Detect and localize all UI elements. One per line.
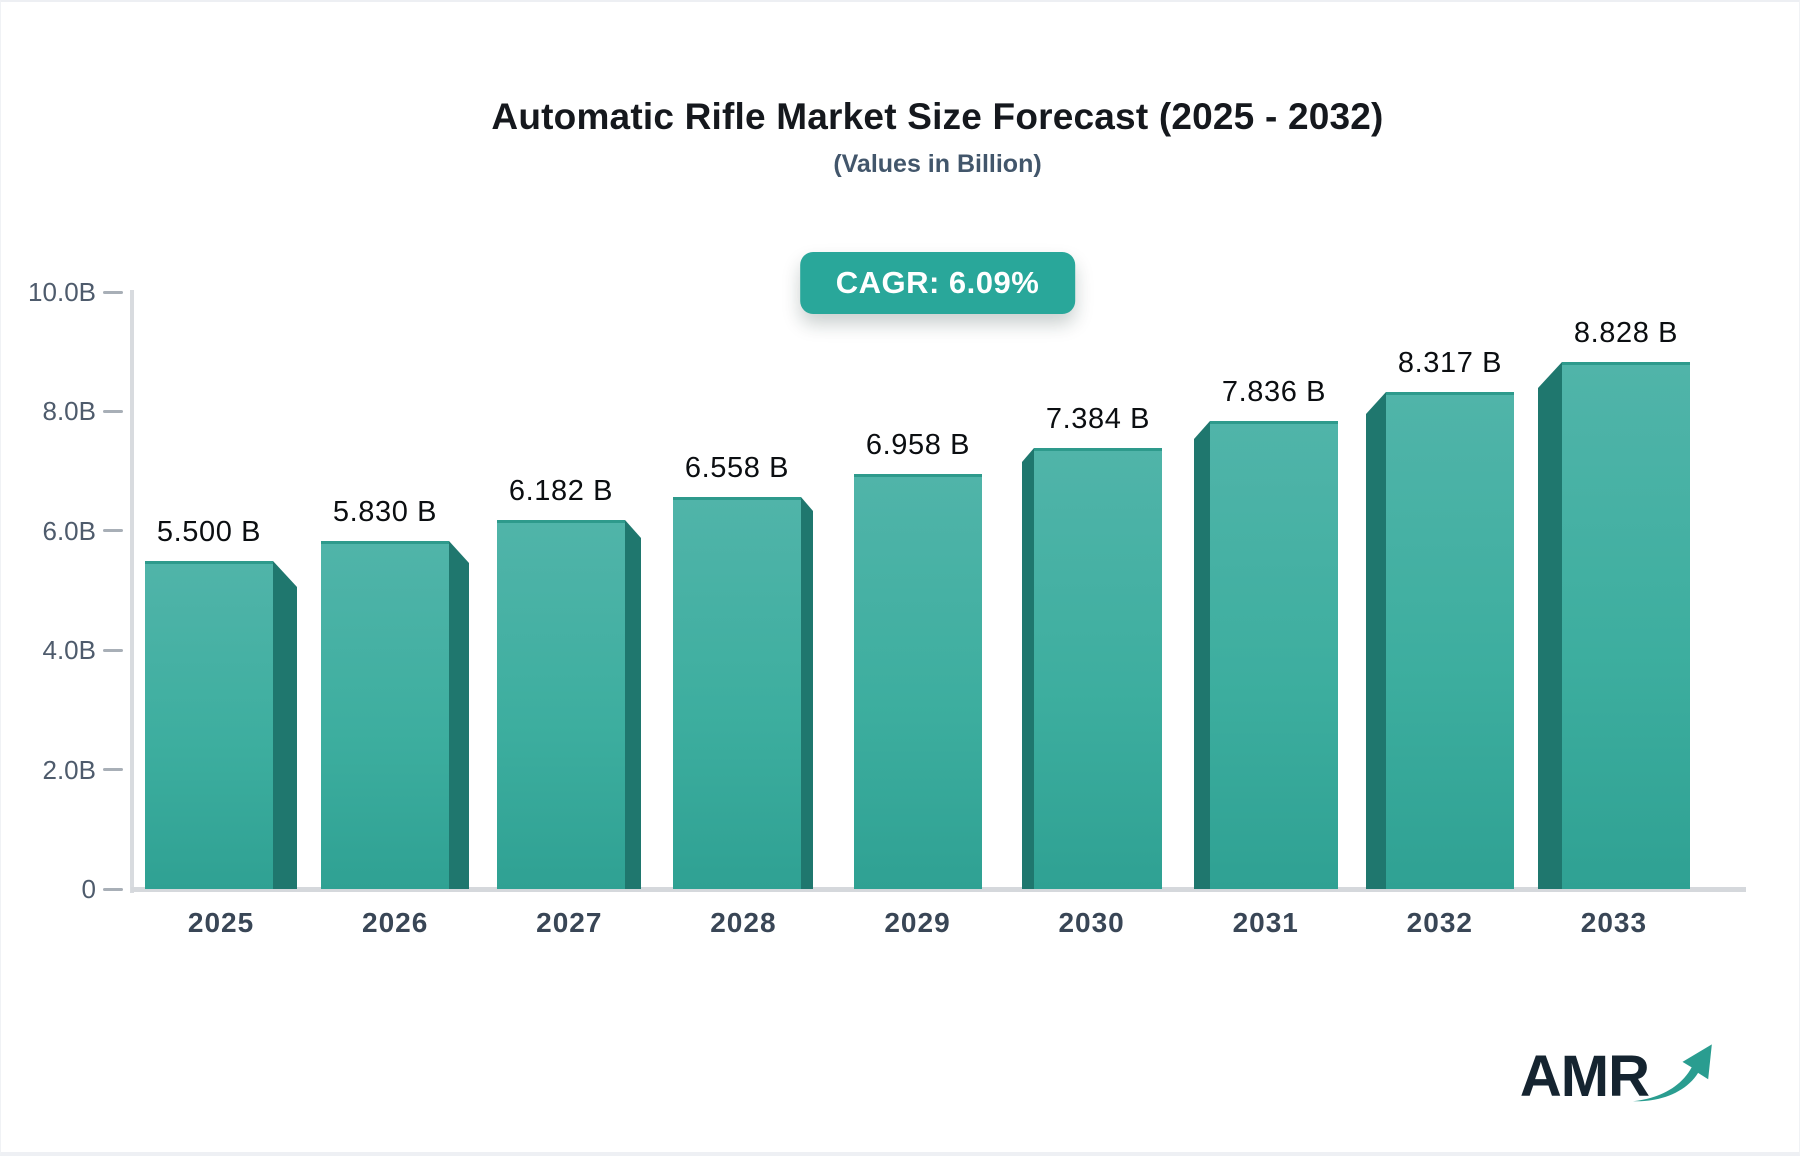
bar-value-label: 5.830 B bbox=[332, 496, 438, 528]
y-tick-label: 6.0B bbox=[42, 515, 97, 546]
bar-value-label: 6.558 B bbox=[684, 452, 790, 484]
logo-text: AMR bbox=[1519, 1044, 1650, 1109]
x-axis-label-2026: 2026 bbox=[362, 907, 429, 938]
bar-side-face bbox=[1194, 421, 1210, 889]
x-axis-label-2025: 2025 bbox=[187, 907, 255, 938]
chart-title: Automatic Rifle Market Size Forecast (20… bbox=[491, 96, 1384, 137]
bar-side-face bbox=[273, 561, 297, 889]
bar-face[interactable] bbox=[1386, 392, 1514, 889]
bar-value-label: 8.317 B bbox=[1397, 347, 1503, 379]
bar-side-face bbox=[449, 541, 469, 889]
x-axis: 2025 2026 2027 2028 2029 2030 2031 2032 2033 bbox=[134, 907, 1701, 947]
bar-face[interactable] bbox=[321, 541, 449, 889]
bar-value-label: 5.500 B bbox=[156, 516, 262, 548]
chart-subtitle: (Values in Billion) bbox=[833, 150, 1042, 178]
bar-face[interactable] bbox=[497, 520, 625, 889]
y-tick-mark bbox=[103, 290, 123, 294]
bar-2028[interactable]: 6.558 B bbox=[673, 452, 813, 889]
bar-value-label: 7.384 B bbox=[1045, 403, 1151, 435]
bar-face[interactable] bbox=[145, 561, 273, 889]
y-tick-mark bbox=[103, 648, 123, 652]
bar-value-label: 6.182 B bbox=[508, 475, 614, 507]
x-axis-label-2027: 2027 bbox=[536, 907, 603, 938]
plot-area: 0 2.0B 4.0B 6.0B 8.0B 10.0B 5.500 B 5.830 B 6.1… bbox=[28, 277, 1701, 904]
bar-face[interactable] bbox=[1034, 448, 1162, 889]
bar-2029[interactable]: 6.958 B bbox=[854, 429, 982, 889]
bar-face[interactable] bbox=[1562, 362, 1690, 889]
bar-2027[interactable]: 6.182 B bbox=[497, 475, 641, 889]
y-tick-label: 2.0B bbox=[42, 754, 97, 785]
bar-value-label: 7.836 B bbox=[1221, 376, 1327, 408]
y-tick-mark bbox=[103, 409, 123, 413]
y-tick-mark bbox=[103, 887, 123, 891]
y-tick-label: 4.0B bbox=[42, 635, 97, 666]
bar-side-face bbox=[1022, 448, 1034, 889]
bar-side-face bbox=[801, 497, 813, 889]
bar-2030[interactable]: 7.384 B bbox=[1022, 403, 1162, 889]
bar-value-label: 6.958 B bbox=[865, 429, 971, 461]
x-axis-label-2033: 2033 bbox=[1580, 907, 1648, 938]
y-tick-mark bbox=[103, 529, 123, 533]
bar-2031[interactable]: 7.836 B bbox=[1194, 376, 1338, 889]
y-axis-line bbox=[130, 290, 134, 893]
y-tick-label: 10.0B bbox=[28, 277, 96, 307]
y-tick-mark bbox=[103, 768, 123, 772]
bar-2033[interactable]: 8.828 B bbox=[1538, 317, 1690, 889]
y-tick-label: 8.0B bbox=[42, 396, 97, 427]
x-axis-label-2029: 2029 bbox=[884, 907, 951, 938]
logo-arrow-icon bbox=[1633, 1044, 1712, 1102]
y-tick-label: 0 bbox=[81, 874, 96, 904]
bar-2032[interactable]: 8.317 B bbox=[1366, 347, 1514, 889]
bar-side-face bbox=[1538, 362, 1562, 889]
bar-face[interactable] bbox=[673, 497, 801, 889]
bar-2026[interactable]: 5.830 B bbox=[321, 496, 469, 889]
x-axis-label-2030: 2030 bbox=[1058, 907, 1125, 938]
amr-logo[interactable]: AMR bbox=[1520, 1036, 1721, 1106]
x-axis-label-2031: 2031 bbox=[1232, 907, 1299, 938]
bar-face[interactable] bbox=[1210, 421, 1338, 889]
x-axis-baseline bbox=[131, 887, 1746, 892]
bar-value-label: 8.828 B bbox=[1573, 317, 1679, 349]
x-axis-label-2032: 2032 bbox=[1406, 907, 1473, 938]
bar-side-face bbox=[1366, 392, 1386, 889]
cagr-badge: CAGR: 6.09% bbox=[799, 252, 1076, 314]
bar-side-face bbox=[625, 520, 641, 889]
bar-face[interactable] bbox=[854, 474, 982, 889]
bar-2025[interactable]: 5.500 B bbox=[145, 516, 297, 889]
x-axis-label-2028: 2028 bbox=[710, 907, 777, 938]
